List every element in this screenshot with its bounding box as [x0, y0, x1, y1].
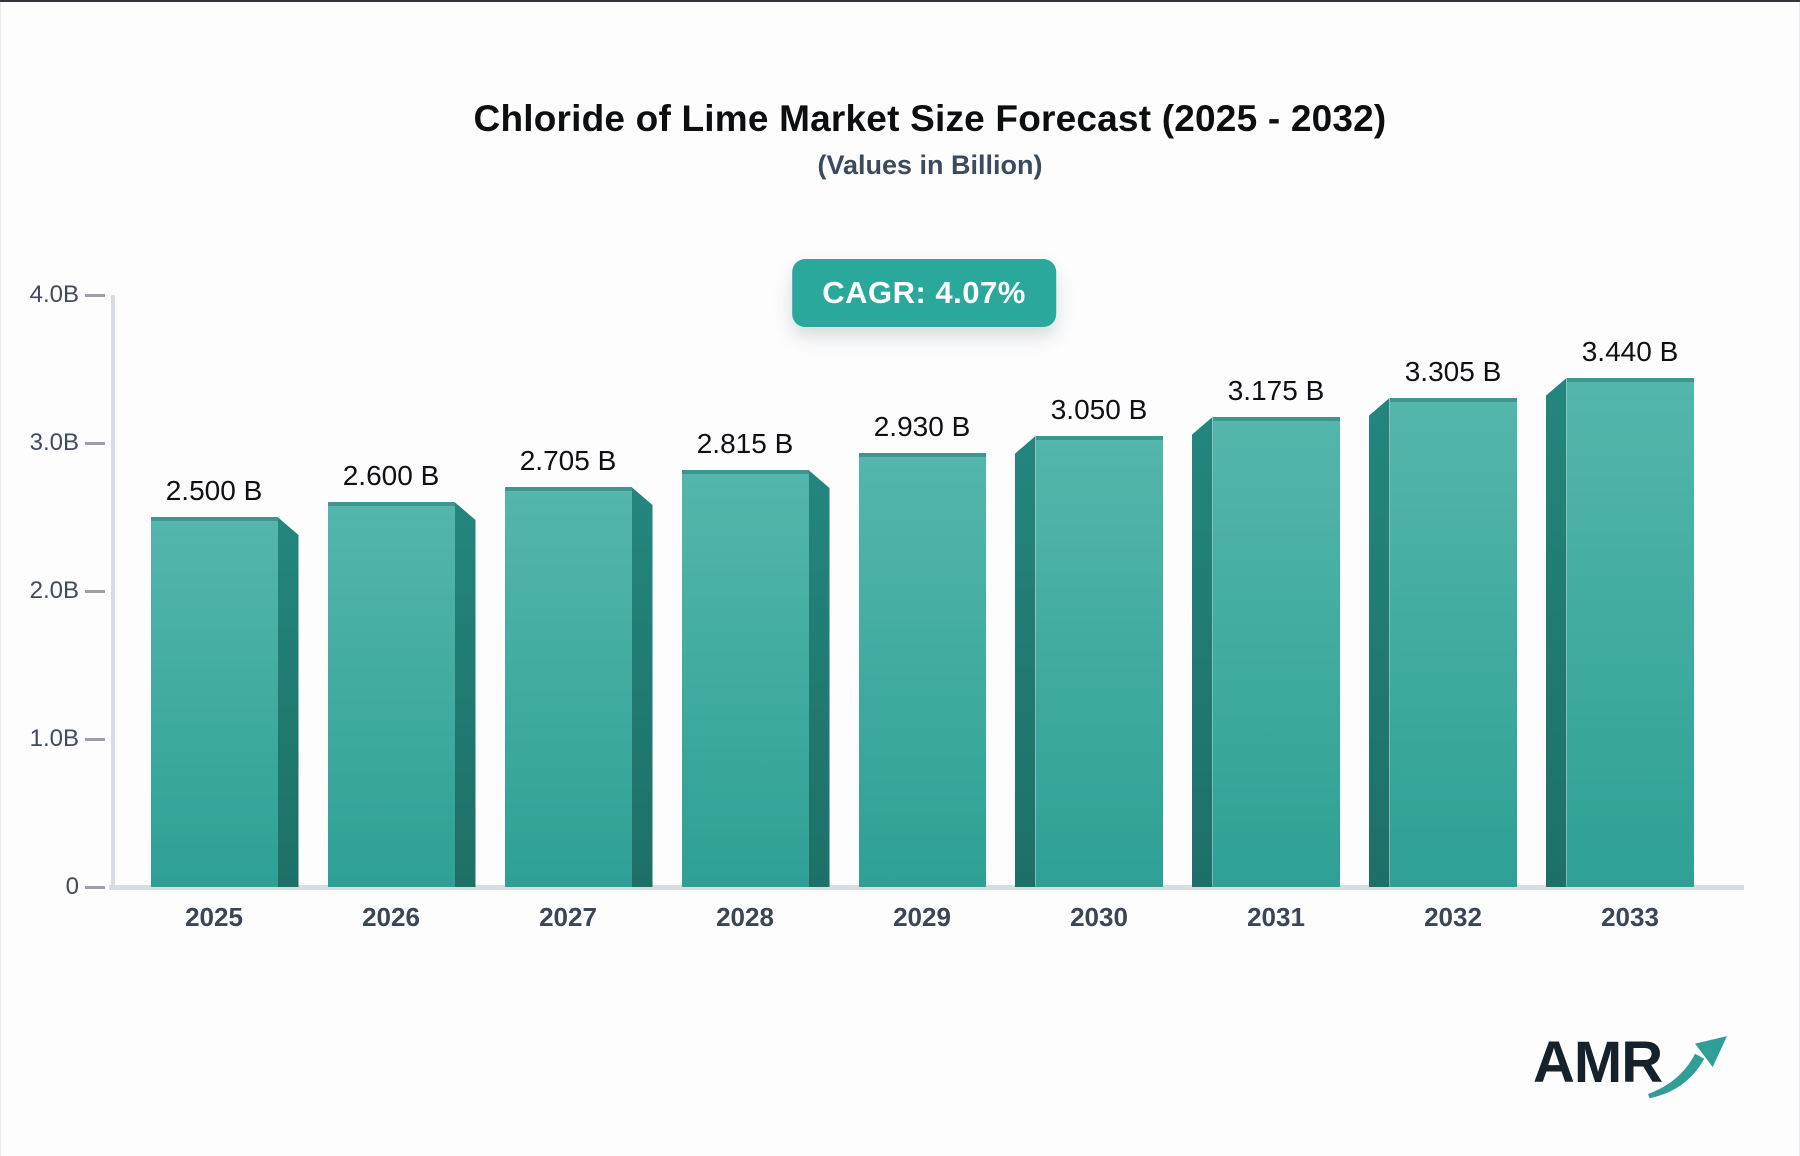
- bar-2031: [1212, 417, 1340, 887]
- y-tick-label: 1.0B: [29, 725, 79, 752]
- bar-value-label: 2.930 B: [873, 411, 971, 442]
- bar-2028: [681, 470, 809, 887]
- trend-arrow-icon: [1648, 1036, 1728, 1099]
- chart-subtitle: (Values in Billion): [817, 150, 1043, 180]
- chart-title: Chloride of Lime Market Size Forecast (2…: [473, 98, 1387, 139]
- bar-2032: [1389, 398, 1517, 887]
- bar-value-label: 3.440 B: [1581, 336, 1679, 367]
- bar-2025: [150, 517, 278, 887]
- amr-logo: AMR: [1533, 1034, 1732, 1106]
- x-axis-category-label: 2029: [893, 902, 951, 932]
- x-axis-category-label: 2032: [1424, 902, 1482, 932]
- bar-value-label: 3.305 B: [1404, 356, 1502, 387]
- bar-3d-side: [1191, 417, 1213, 887]
- y-tick-label: 3.0B: [29, 429, 79, 456]
- bar-2026: [327, 502, 455, 887]
- x-axis-category-label: 2028: [716, 902, 774, 932]
- y-tick-dash: [85, 294, 105, 297]
- bar-2033: [1566, 378, 1694, 887]
- bar-value-label: 3.175 B: [1227, 375, 1325, 406]
- bar-3d-side: [1545, 378, 1567, 887]
- y-tick-label: 2.0B: [29, 577, 79, 604]
- y-tick-dash: [85, 886, 105, 889]
- x-axis-category-label: 2030: [1070, 902, 1128, 932]
- bar-3d-side: [454, 502, 476, 887]
- x-axis-category-label: 2025: [185, 902, 243, 932]
- y-tick-dash: [85, 738, 105, 741]
- x-axis-category-label: 2026: [362, 902, 420, 932]
- y-tick-label: 0: [65, 873, 79, 900]
- bar-value-label: 2.500 B: [165, 475, 263, 506]
- bar-3d-side: [1368, 398, 1390, 887]
- bar-2030: [1035, 436, 1163, 887]
- y-axis-line: [111, 295, 115, 887]
- x-axis-category-label: 2027: [539, 902, 597, 932]
- x-axis-category-label: 2033: [1601, 902, 1659, 932]
- x-axis-category-label: 2031: [1247, 902, 1305, 932]
- bar-value-label: 2.815 B: [696, 428, 794, 459]
- y-tick-dash: [85, 442, 105, 445]
- bar-value-label: 2.600 B: [342, 460, 440, 491]
- amr-logo-text: AMR: [1533, 1030, 1663, 1095]
- bar-3d-side: [808, 470, 830, 887]
- bar-3d-side: [631, 487, 653, 887]
- cagr-badge: CAGR: 4.07%: [792, 259, 1056, 327]
- bar-value-label: 3.050 B: [1050, 394, 1148, 425]
- bar-value-label: 2.705 B: [519, 445, 617, 476]
- bar-3d-side: [277, 517, 299, 887]
- x-axis-baseline: [109, 885, 1744, 890]
- bar-2029: [858, 453, 986, 887]
- bar-2027: [504, 487, 632, 887]
- y-tick-label: 4.0B: [29, 281, 79, 308]
- y-tick-dash: [85, 590, 105, 593]
- bar-3d-side: [1014, 436, 1036, 887]
